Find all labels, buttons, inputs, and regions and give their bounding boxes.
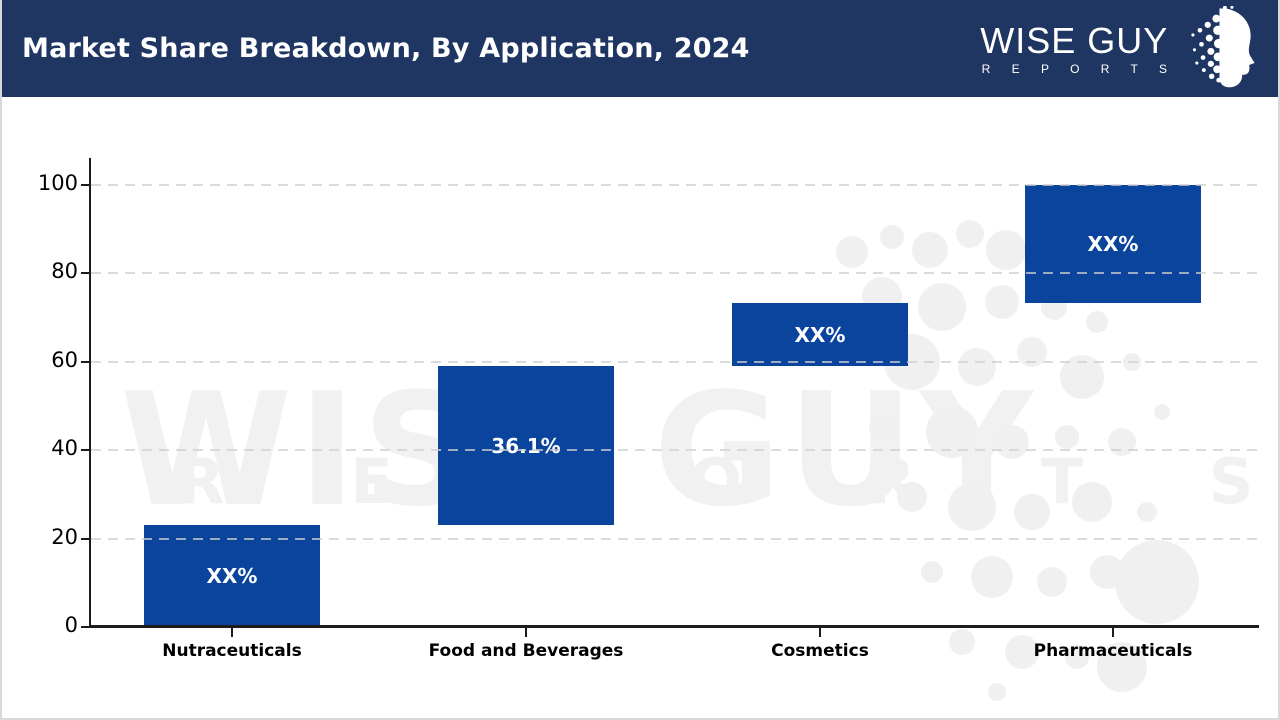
bar-value-label: XX% [794,322,846,347]
logo-text: WISE GUY R E P O R T S [973,19,1176,76]
y-tick-mark [81,537,90,540]
y-tick-mark [81,626,90,628]
x-tick-mark [1112,628,1114,637]
y-tick-mark [81,272,90,275]
y-tick-mark [81,184,90,186]
wise-guy-reports-logo: WISE GUY R E P O R T S [973,5,1260,92]
gridline [91,272,1258,275]
bar-value-label: 36.1% [491,433,561,458]
chart-title: Market Share Breakdown, By Application, … [22,33,750,64]
y-tick-label: 0 [64,613,78,637]
x-category-label: Nutraceuticals [162,641,302,661]
x-tick-mark [231,628,233,637]
y-tick-mark [81,449,90,452]
bar: XX% [1025,185,1201,304]
bar: XX% [732,303,908,366]
gridline [91,184,1258,186]
y-tick-label: 80 [51,259,78,284]
bar: XX% [144,525,320,627]
y-tick-label: 60 [51,347,78,372]
chart-header: Market Share Breakdown, By Application, … [2,0,1278,97]
logo-subtitle: R E P O R T S [981,61,1176,76]
x-category-label: Food and Beverages [428,641,624,661]
bar: 36.1% [438,365,614,526]
y-tick-mark [81,360,90,363]
logo-wordmark: WISE GUY [980,19,1169,61]
bar-value-label: XX% [206,564,258,589]
x-axis-spine [89,625,1259,628]
dotted-head-icon [1191,5,1255,87]
chart-canvas: WISE GUY R E P O R T S [2,97,1278,718]
x-category-label: Cosmetics [771,641,869,661]
y-axis-spine [89,158,91,627]
watermark-head-dots [836,220,1199,701]
gridline [91,360,1258,363]
y-tick-label: 20 [51,524,78,549]
y-tick-label: 100 [37,171,78,195]
x-tick-mark [525,628,527,637]
gridline [91,449,1258,452]
x-tick-mark [819,628,821,637]
x-category-label: Pharmaceuticals [1033,641,1193,661]
y-tick-label: 40 [51,436,78,461]
bar-value-label: XX% [1087,232,1139,257]
gridline [91,537,1258,540]
